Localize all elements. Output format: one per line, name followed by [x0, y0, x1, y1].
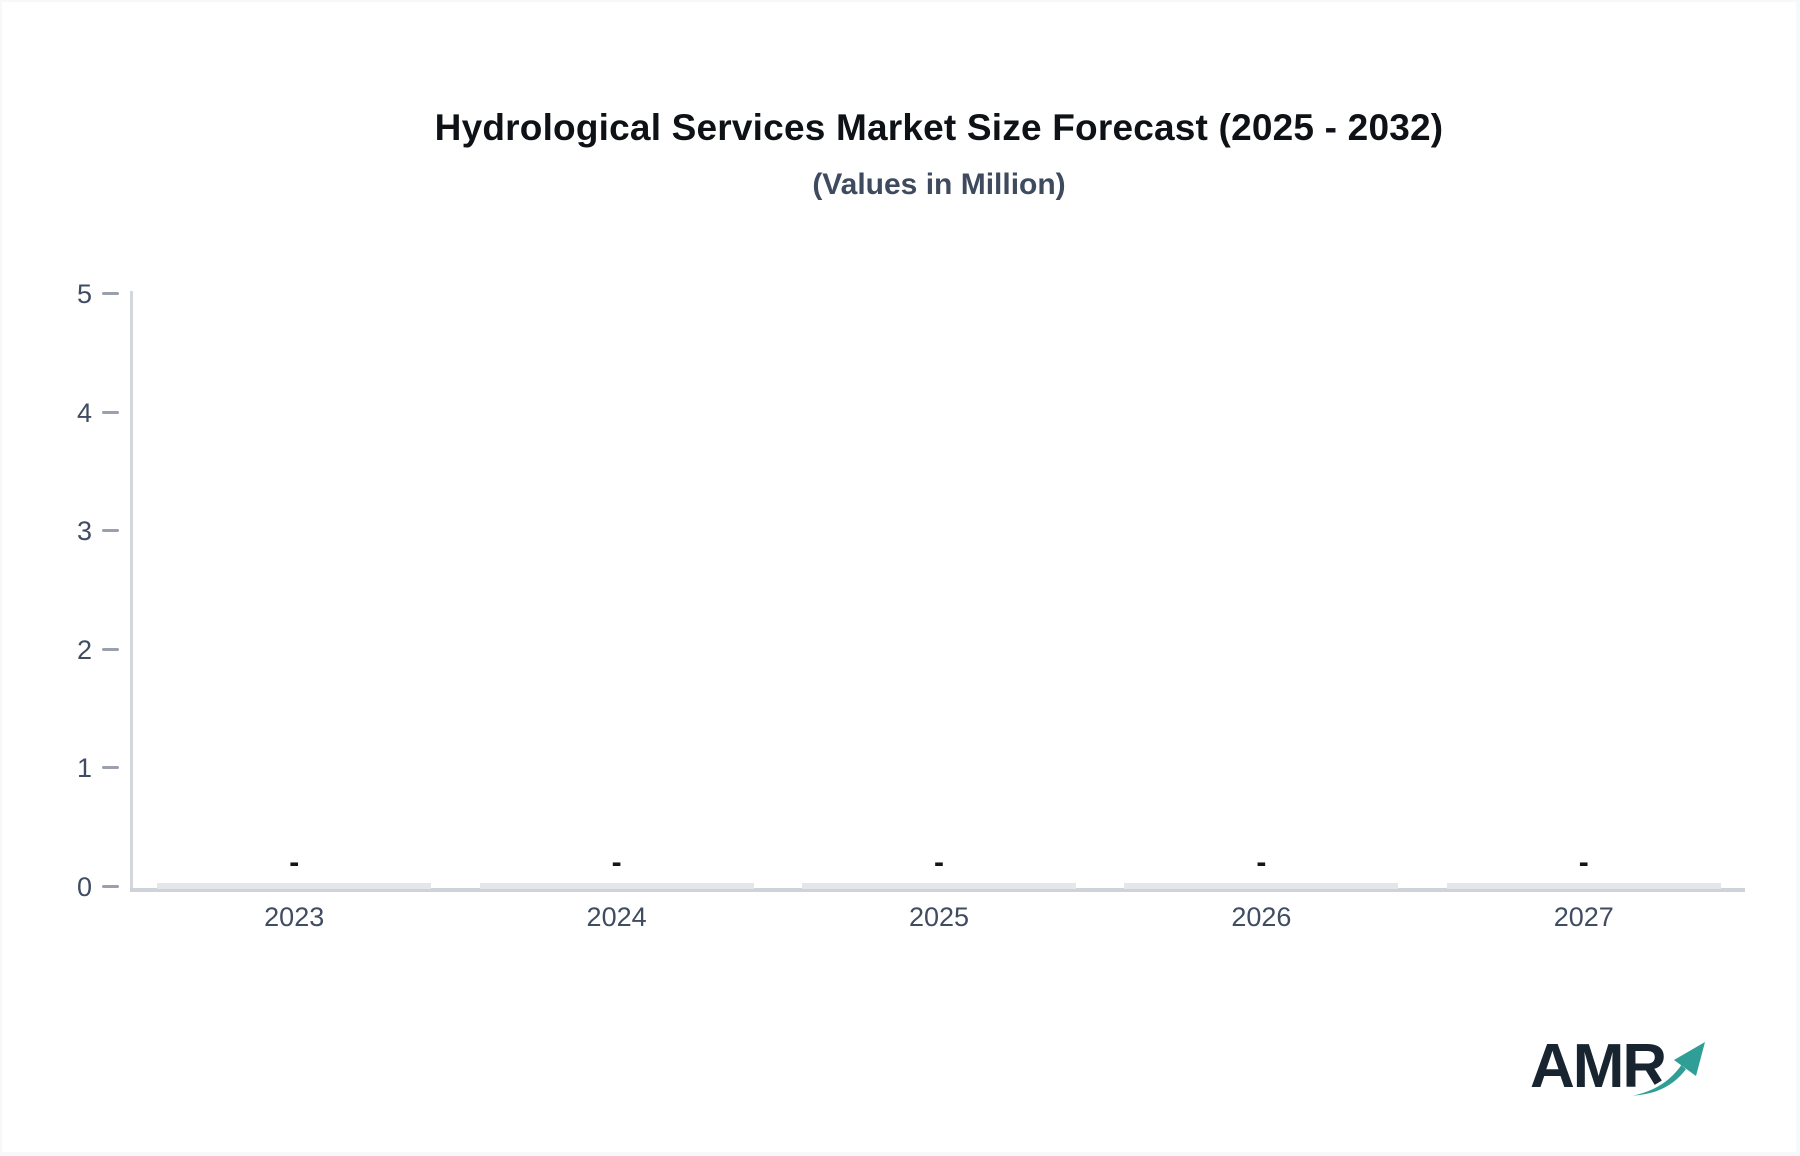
chart-title: Hydrological Services Market Size Foreca… [434, 107, 1444, 148]
x-tick-label: 2025 [908, 902, 970, 932]
bar [157, 883, 432, 889]
y-tick-label: 2 [76, 634, 92, 665]
y-axis-line [130, 291, 133, 892]
data-label: - [933, 846, 944, 879]
y-tick-mark [102, 766, 119, 770]
bar [1124, 883, 1399, 889]
y-tick-label: 4 [76, 397, 92, 428]
x-tick-label: 2023 [264, 902, 325, 932]
data-label: - [289, 846, 300, 879]
y-tick-mark [102, 410, 119, 414]
y-tick-label: 0 [76, 872, 92, 902]
chart-subtitle: (Values in Million) [812, 168, 1066, 201]
x-tick-label: 2027 [1553, 902, 1614, 932]
amr-logo: AMR [1530, 1036, 1740, 1116]
amr-logo-text: AMR [1530, 1032, 1667, 1101]
y-tick-mark [102, 885, 119, 888]
x-tick-label: 2024 [586, 902, 647, 932]
y-tick-mark [102, 529, 119, 533]
y-tick-mark [102, 647, 119, 651]
bar [801, 883, 1076, 889]
bar [1446, 883, 1721, 889]
x-tick-label: 2026 [1231, 902, 1292, 932]
y-tick-mark [102, 292, 119, 295]
y-tick-label: 5 [76, 279, 92, 309]
data-label: - [611, 846, 622, 879]
trend-up-arrow-icon [1610, 1042, 1705, 1100]
bar [479, 883, 754, 889]
x-axis-line [130, 888, 1745, 892]
y-tick-label: 3 [76, 516, 92, 547]
y-tick-label: 1 [76, 753, 92, 784]
data-label: - [1256, 846, 1267, 879]
data-label: - [1578, 846, 1589, 879]
